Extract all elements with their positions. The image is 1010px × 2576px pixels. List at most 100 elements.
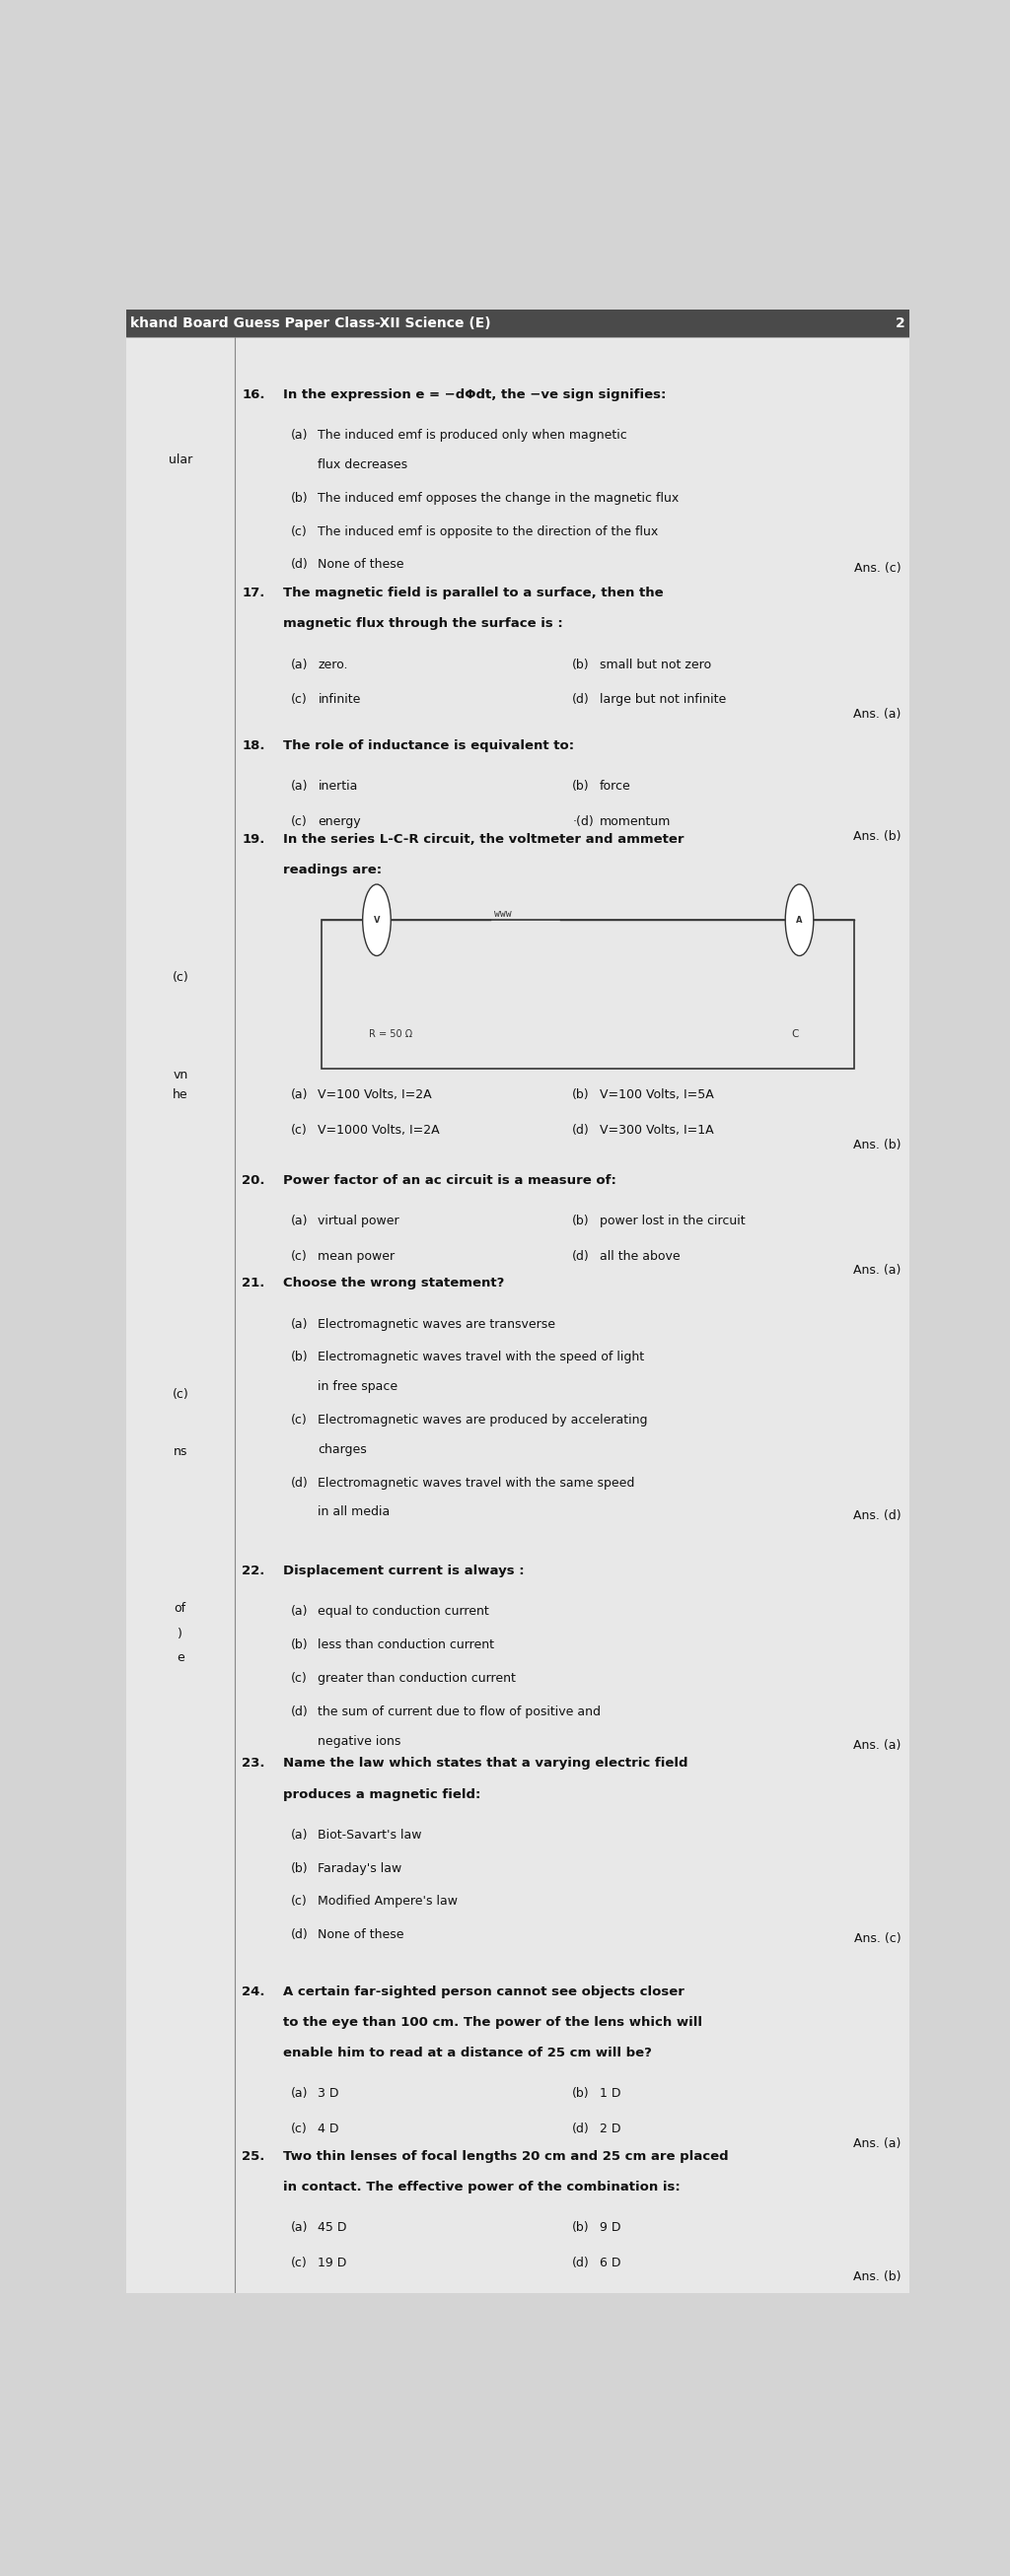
Text: Electromagnetic waves are produced by accelerating: Electromagnetic waves are produced by ac… [318,1414,648,1427]
Text: (c): (c) [291,1896,307,1909]
Text: 18.: 18. [242,739,266,752]
Text: Biot-Savart's law: Biot-Savart's law [318,1829,422,1842]
Text: 21.: 21. [242,1278,266,1291]
Text: momentum: momentum [600,817,672,829]
Text: Displacement current is always :: Displacement current is always : [283,1564,524,1577]
Text: infinite: infinite [318,693,361,706]
Text: in contact. The effective power of the combination is:: in contact. The effective power of the c… [283,2179,680,2192]
Text: (a): (a) [291,659,308,670]
Text: e: e [177,1651,184,1664]
Text: Power factor of an ac circuit is a measure of:: Power factor of an ac circuit is a measu… [283,1175,616,1188]
Text: (d): (d) [573,1123,590,1136]
Text: Ans. (b): Ans. (b) [853,1139,901,1151]
Text: (c): (c) [291,1123,307,1136]
Text: Electromagnetic waves travel with the speed of light: Electromagnetic waves travel with the sp… [318,1350,644,1363]
Text: Two thin lenses of focal lengths 20 cm and 25 cm are placed: Two thin lenses of focal lengths 20 cm a… [283,2151,728,2164]
Text: virtual power: virtual power [318,1216,400,1226]
Text: 25.: 25. [242,2151,266,2164]
Text: readings are:: readings are: [283,863,382,876]
Text: of: of [175,1602,186,1615]
Text: Ans. (c): Ans. (c) [854,1932,901,1945]
Text: Ans. (a): Ans. (a) [853,1739,901,1752]
Text: V=1000 Volts, I=2A: V=1000 Volts, I=2A [318,1123,440,1136]
Text: in all media: in all media [318,1507,390,1520]
Text: (a): (a) [291,1090,308,1103]
Text: (b): (b) [573,2221,590,2233]
Text: V=100 Volts, I=2A: V=100 Volts, I=2A [318,1090,432,1103]
Text: (b): (b) [573,659,590,670]
Text: magnetic flux through the surface is :: magnetic flux through the surface is : [283,618,563,631]
Bar [322,920,854,1069]
Text: A: A [796,914,803,925]
Text: 9 D: 9 D [600,2221,621,2233]
Text: 4 D: 4 D [318,2123,339,2136]
Text: ns: ns [173,1445,187,1458]
Text: (a): (a) [291,430,308,443]
Text: (c): (c) [291,1414,307,1427]
Text: C: C [792,1030,799,1038]
Text: The role of inductance is equivalent to:: The role of inductance is equivalent to: [283,739,574,752]
Text: Electromagnetic waves travel with the same speed: Electromagnetic waves travel with the sa… [318,1476,635,1489]
Text: (a): (a) [291,1605,308,1618]
Text: (b): (b) [291,1862,308,1875]
Text: 19 D: 19 D [318,2257,347,2269]
Text: 24.: 24. [242,1986,266,1999]
Text: 19.: 19. [242,832,266,845]
Text: 6 D: 6 D [600,2257,621,2269]
Text: inertia: inertia [318,781,358,793]
Text: (c): (c) [291,817,307,829]
Text: ·(d): ·(d) [573,817,594,829]
Text: (d): (d) [291,1476,308,1489]
Text: Ans. (d): Ans. (d) [853,1510,901,1522]
Text: Ans. (b): Ans. (b) [853,829,901,842]
Text: V=100 Volts, I=5A: V=100 Volts, I=5A [600,1090,714,1103]
Text: Choose the wrong statement?: Choose the wrong statement? [283,1278,504,1291]
Text: (d): (d) [291,1929,308,1942]
Text: 2: 2 [896,317,905,330]
Text: to the eye than 100 cm. The power of the lens which will: to the eye than 100 cm. The power of the… [283,2017,702,2030]
Text: In the expression e = −dΦdt, the −ve sign signifies:: In the expression e = −dΦdt, the −ve sig… [283,389,666,402]
Text: (d): (d) [573,1249,590,1262]
Text: Ans. (a): Ans. (a) [853,2138,901,2151]
Text: (b): (b) [291,492,308,505]
Text: (b): (b) [291,1638,308,1651]
Text: he: he [173,1087,188,1100]
Text: The magnetic field is parallel to a surface, then the: The magnetic field is parallel to a surf… [283,587,664,600]
Text: (a): (a) [291,1829,308,1842]
Text: A certain far-sighted person cannot see objects closer: A certain far-sighted person cannot see … [283,1986,684,1999]
Text: (b): (b) [573,781,590,793]
Text: Ans. (c): Ans. (c) [854,562,901,574]
Text: 17.: 17. [242,587,266,600]
Text: V=300 Volts, I=1A: V=300 Volts, I=1A [600,1123,714,1136]
Text: (c): (c) [172,1388,189,1401]
Text: In the series L-C-R circuit, the voltmeter and ammeter: In the series L-C-R circuit, the voltmet… [283,832,684,845]
Text: (a): (a) [291,1319,308,1332]
Text: (d): (d) [573,693,590,706]
Text: (c): (c) [291,2123,307,2136]
Text: V: V [374,914,380,925]
Text: (a): (a) [291,781,308,793]
Text: less than conduction current: less than conduction current [318,1638,495,1651]
Text: (c): (c) [291,526,307,538]
Circle shape [363,884,391,956]
Text: (c): (c) [172,971,189,984]
Text: Name the law which states that a varying electric field: Name the law which states that a varying… [283,1757,688,1770]
Text: www: www [494,909,511,920]
Text: charges: charges [318,1443,367,1455]
Text: (d): (d) [291,1705,308,1718]
Text: 22.: 22. [242,1564,266,1577]
Text: (b): (b) [291,1350,308,1363]
Text: (a): (a) [291,2087,308,2099]
Text: vn: vn [173,1069,188,1082]
Text: Ans. (a): Ans. (a) [853,708,901,721]
Text: 23.: 23. [242,1757,266,1770]
Text: 45 D: 45 D [318,2221,347,2233]
Text: mean power: mean power [318,1249,395,1262]
Text: (c): (c) [291,1672,307,1685]
Text: (a): (a) [291,1216,308,1226]
Text: zero.: zero. [318,659,348,670]
Text: the sum of current due to flow of positive and: the sum of current due to flow of positi… [318,1705,601,1718]
Text: (d): (d) [573,2257,590,2269]
Text: (b): (b) [573,1090,590,1103]
Text: (d): (d) [573,2123,590,2136]
